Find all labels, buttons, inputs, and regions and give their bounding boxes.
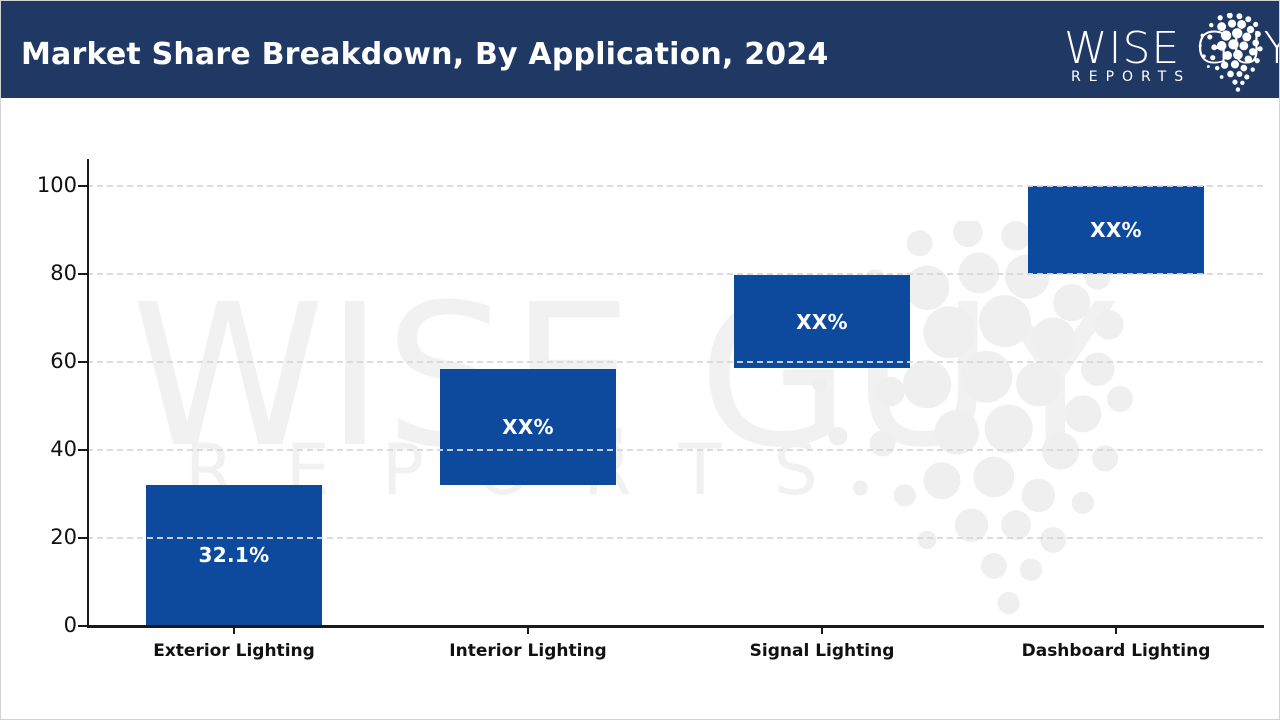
x-category-label-interior-lighting: Interior Lighting (449, 641, 607, 661)
x-category-label-exterior-lighting: Exterior Lighting (153, 641, 315, 661)
y-tick-label-80: 80 (50, 261, 77, 285)
y-tick-mark-40 (78, 449, 87, 451)
y-tick-mark-60 (78, 361, 87, 363)
x-tick-mark-4 (1115, 626, 1117, 634)
x-tick-mark-2 (527, 626, 529, 634)
header-band: Market Share Breakdown, By Application, … (1, 1, 1279, 98)
y-tick-label-20: 20 (50, 525, 77, 549)
y-tick-label-60: 60 (50, 349, 77, 373)
x-axis-line (87, 625, 1264, 628)
x-tick-mark-3 (821, 626, 823, 634)
bar-interior-lighting: XX% (440, 368, 616, 485)
bar-exterior-lighting: 32.1% (146, 484, 322, 626)
y-tick-label-100: 100 (36, 173, 77, 197)
y-tick-mark-0 (78, 625, 87, 627)
bar-signal-lighting: XX% (734, 274, 910, 369)
bar-dashboard-lighting: XX% (1028, 186, 1204, 275)
gridline-20 (87, 537, 1263, 539)
gridline-40 (87, 449, 1263, 451)
x-category-label-dashboard-lighting: Dashboard Lighting (1021, 641, 1211, 661)
gridline-80 (87, 273, 1263, 275)
logo-dotted-head-icon (1198, 13, 1263, 92)
y-tick-label-0: 0 (63, 613, 77, 637)
x-category-label-signal-lighting: Signal Lighting (749, 641, 895, 661)
x-tick-mark-1 (233, 626, 235, 634)
logo-subtext: REPORTS (1071, 69, 1192, 85)
bar-value-label: XX% (502, 414, 554, 439)
bar-value-label: XX% (796, 309, 848, 334)
y-tick-mark-80 (78, 273, 87, 275)
gridline-100 (87, 185, 1263, 187)
y-tick-label-40: 40 (50, 437, 77, 461)
bar-value-label: XX% (1090, 218, 1142, 243)
y-axis-line (87, 159, 89, 628)
wise-guy-reports-logo: WISE GUY REPORTS (1009, 7, 1279, 95)
gridline-60 (87, 361, 1263, 363)
y-tick-mark-100 (78, 185, 87, 187)
page-title: Market Share Breakdown, By Application, … (21, 37, 829, 72)
y-tick-mark-20 (78, 537, 87, 539)
bar-value-label: 32.1% (198, 543, 270, 568)
